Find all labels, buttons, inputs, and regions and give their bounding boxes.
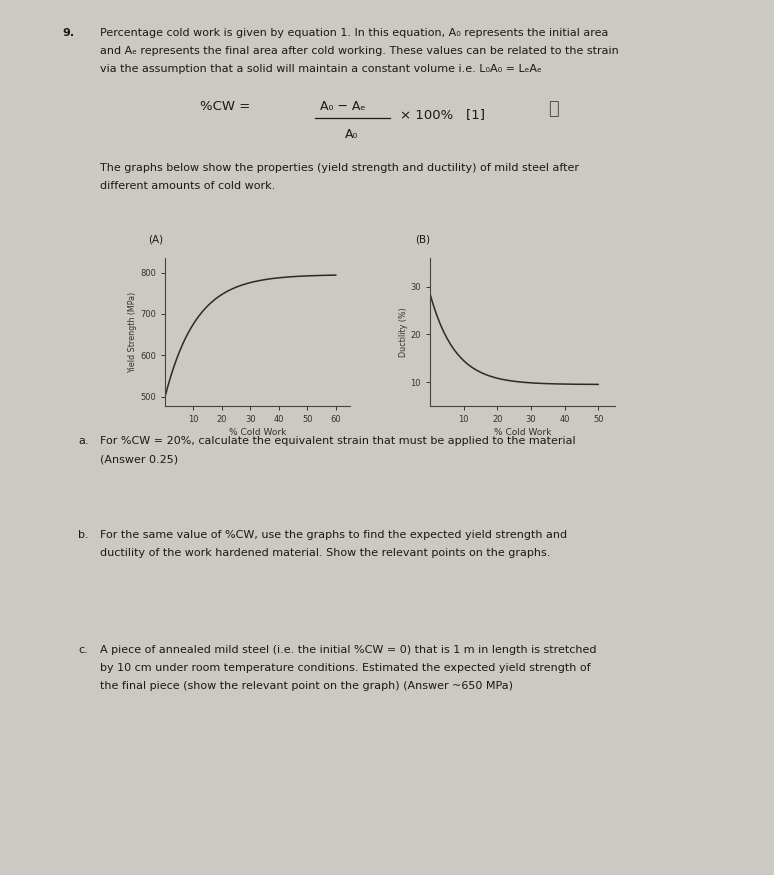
X-axis label: % Cold Work: % Cold Work: [494, 428, 551, 438]
Text: (Answer 0.25): (Answer 0.25): [100, 454, 178, 464]
Text: ductility of the work hardened material. Show the relevant points on the graphs.: ductility of the work hardened material.…: [100, 548, 550, 558]
Y-axis label: Ductility (%): Ductility (%): [399, 307, 408, 357]
Text: A₀ − Aₑ: A₀ − Aₑ: [320, 100, 365, 113]
Text: 9.: 9.: [62, 28, 74, 38]
Text: (A): (A): [148, 235, 163, 245]
Text: via the assumption that a solid will maintain a constant volume i.e. L₀A₀ = LₑAₑ: via the assumption that a solid will mai…: [100, 64, 542, 74]
Text: b.: b.: [78, 530, 89, 540]
Text: a.: a.: [78, 436, 88, 446]
Text: ⮠: ⮠: [548, 100, 559, 118]
Text: A piece of annealed mild steel (i.e. the initial %CW = 0) that is 1 m in length : A piece of annealed mild steel (i.e. the…: [100, 645, 597, 655]
Y-axis label: Yield Strength (MPa): Yield Strength (MPa): [128, 291, 137, 373]
Text: and Aₑ represents the final area after cold working. These values can be related: and Aₑ represents the final area after c…: [100, 46, 618, 56]
X-axis label: % Cold Work: % Cold Work: [229, 428, 286, 438]
Text: For %CW = 20%, calculate the equivalent strain that must be applied to the mater: For %CW = 20%, calculate the equivalent …: [100, 436, 576, 446]
Text: For the same value of %CW, use the graphs to find the expected yield strength an: For the same value of %CW, use the graph…: [100, 530, 567, 540]
Text: %CW =: %CW =: [200, 100, 250, 113]
Text: (B): (B): [415, 235, 430, 245]
Text: different amounts of cold work.: different amounts of cold work.: [100, 181, 276, 191]
Text: × 100%   [1]: × 100% [1]: [400, 108, 485, 121]
Text: c.: c.: [78, 645, 87, 655]
Text: by 10 cm under room temperature conditions. Estimated the expected yield strengt: by 10 cm under room temperature conditio…: [100, 663, 591, 673]
Text: A₀: A₀: [345, 128, 358, 141]
Text: The graphs below show the properties (yield strength and ductility) of mild stee: The graphs below show the properties (yi…: [100, 163, 579, 173]
Text: Percentage cold work is given by equation 1. In this equation, A₀ represents the: Percentage cold work is given by equatio…: [100, 28, 608, 38]
Text: the final piece (show the relevant point on the graph) (Answer ~650 MPa): the final piece (show the relevant point…: [100, 681, 513, 691]
